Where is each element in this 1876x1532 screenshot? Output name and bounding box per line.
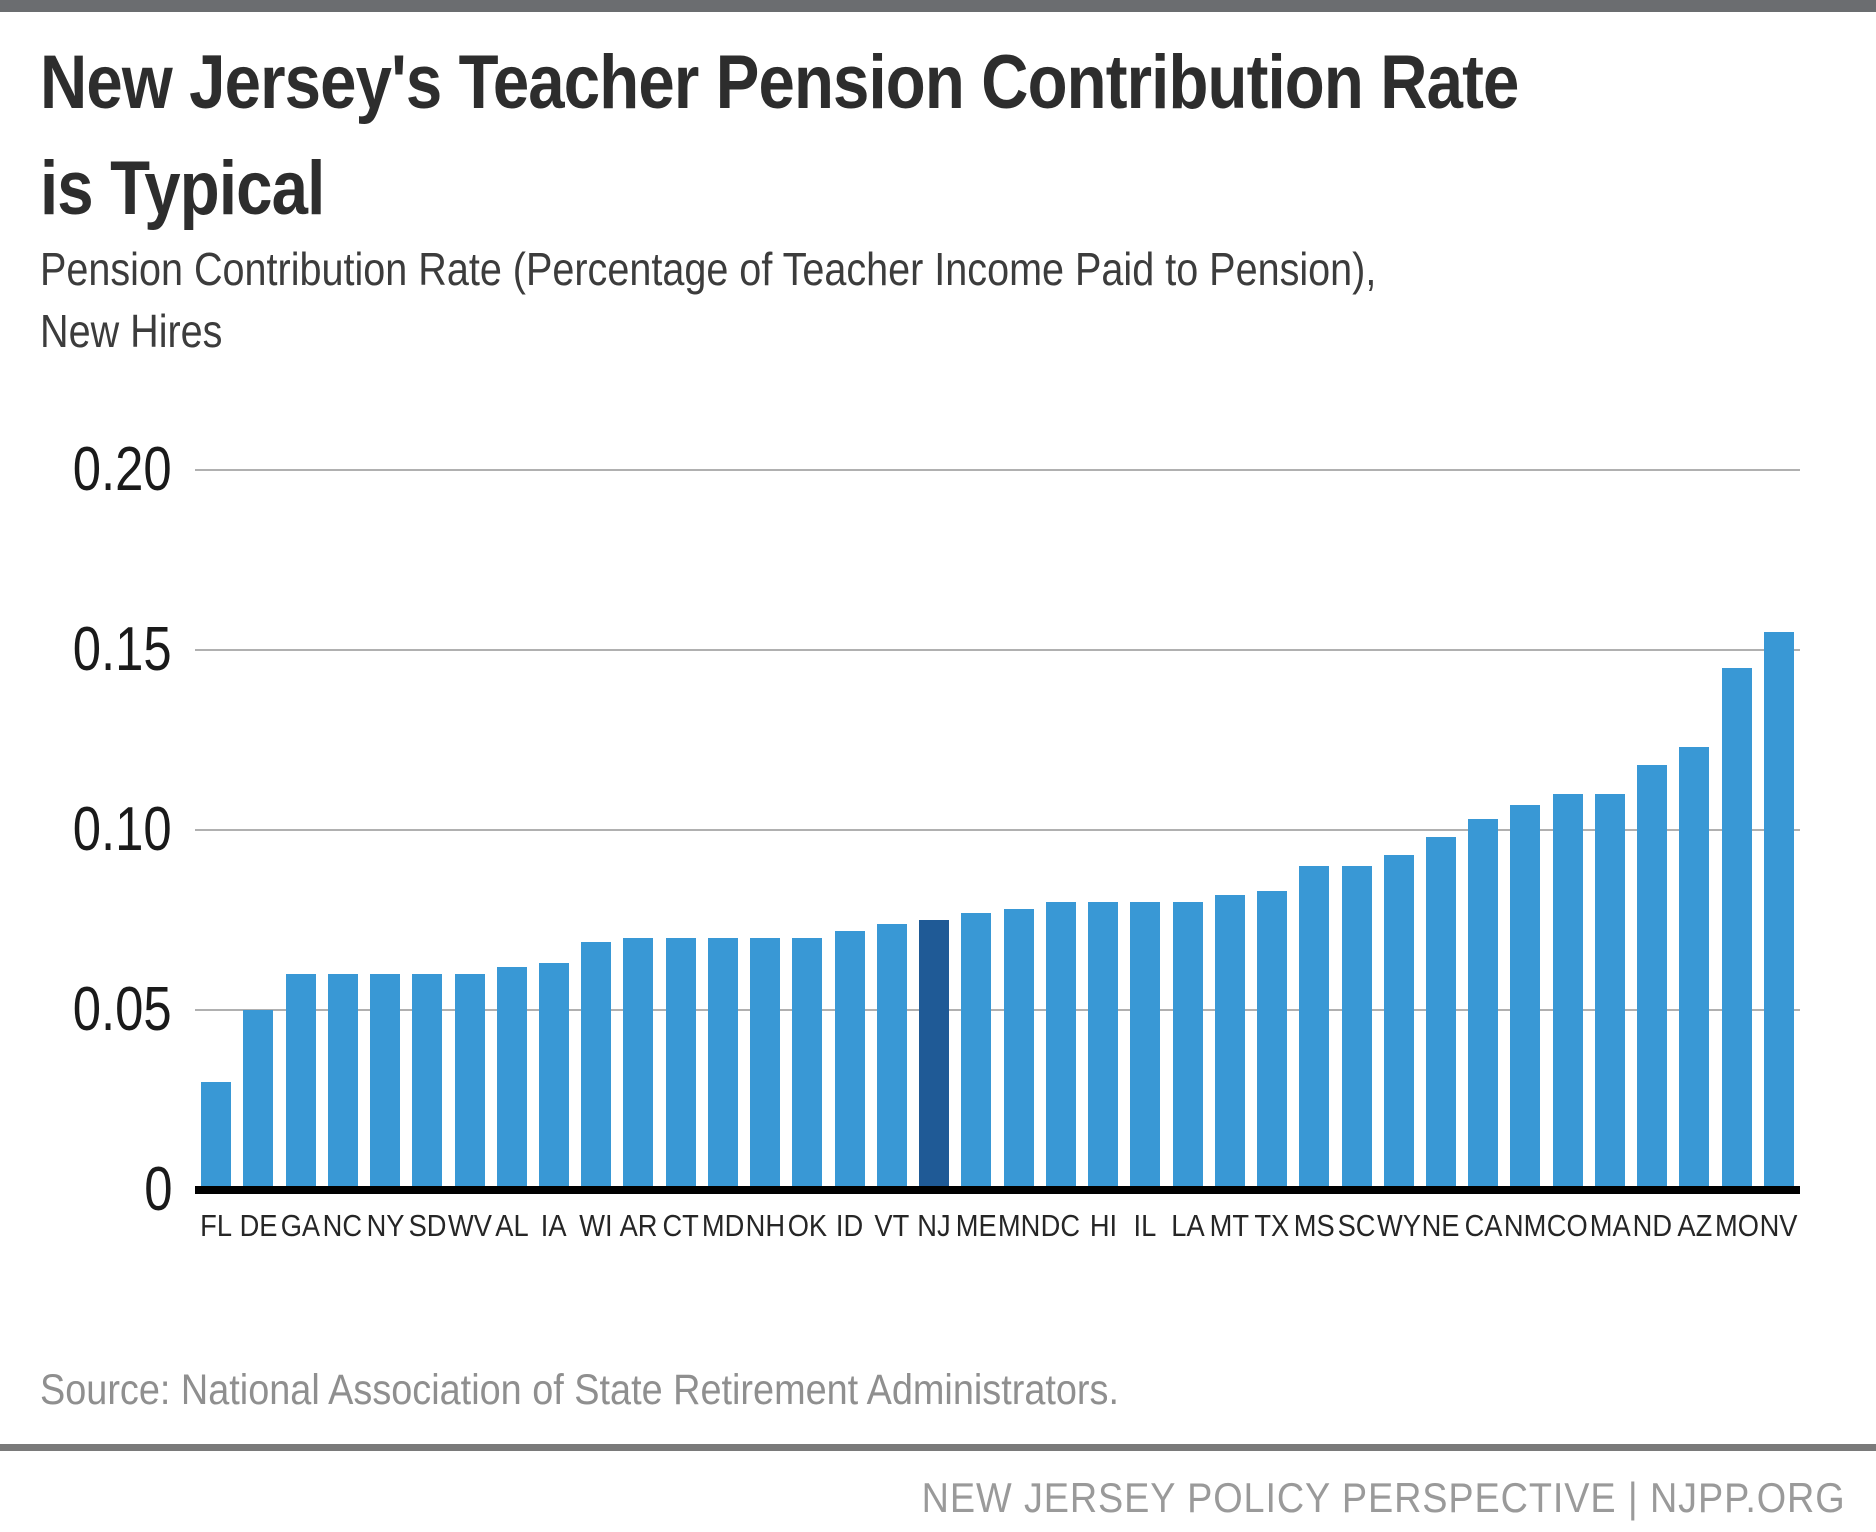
footer-credit-text: NEW JERSEY POLICY PERSPECTIVE | NJPP.ORG bbox=[922, 1474, 1846, 1521]
bar-VT bbox=[876, 923, 907, 1190]
x-axis-label-NY: NY bbox=[366, 1208, 405, 1243]
y-tick-label-0.05: 0.05 bbox=[73, 975, 172, 1044]
x-axis-label-LA: LA bbox=[1170, 1208, 1205, 1243]
chart-subtitle-line2: New Hires bbox=[40, 305, 223, 357]
bar-MN bbox=[1003, 909, 1034, 1190]
bar-NV bbox=[1763, 632, 1794, 1190]
bar-CT bbox=[665, 938, 696, 1190]
gridline-0.05 bbox=[195, 1009, 1800, 1011]
x-axis-label-MT: MT bbox=[1210, 1208, 1250, 1243]
x-axis-label-MN: MN bbox=[997, 1208, 1040, 1243]
x-axis-label-NH: NH bbox=[745, 1208, 785, 1243]
x-axis-label-MO: MO bbox=[1714, 1208, 1759, 1243]
bar-NJ bbox=[919, 920, 950, 1190]
bar-LA bbox=[1172, 902, 1203, 1190]
bar-DC bbox=[1045, 902, 1076, 1190]
x-axis-label-WI: WI bbox=[579, 1208, 613, 1243]
bar-DE bbox=[243, 1010, 274, 1190]
x-axis-label-DC: DC bbox=[1041, 1208, 1081, 1243]
chart-subtitle-line1: Pension Contribution Rate (Percentage of… bbox=[40, 243, 1377, 295]
y-tick-label-0: 0 bbox=[143, 1155, 172, 1224]
bar-ND bbox=[1637, 765, 1668, 1190]
x-axis-label-VT: VT bbox=[874, 1208, 910, 1243]
y-tick-label-0.15: 0.15 bbox=[73, 615, 172, 684]
bar-TX bbox=[1257, 891, 1288, 1190]
bar-NY bbox=[370, 974, 401, 1190]
bar-WY bbox=[1383, 855, 1414, 1190]
bar-NM bbox=[1510, 804, 1541, 1190]
x-axis-label-CA: CA bbox=[1464, 1208, 1503, 1243]
footer-credit: NEW JERSEY POLICY PERSPECTIVE | NJPP.ORG bbox=[46, 1474, 1846, 1522]
bar-GA bbox=[285, 974, 316, 1190]
bar-MT bbox=[1214, 894, 1245, 1190]
bar-AR bbox=[623, 938, 654, 1190]
bar-FL bbox=[201, 1082, 232, 1190]
footer-divider bbox=[0, 1444, 1876, 1451]
bar-ME bbox=[961, 912, 992, 1190]
bar-AL bbox=[496, 966, 527, 1190]
x-axis-label-WY: WY bbox=[1376, 1208, 1421, 1243]
page-title-line1: New Jersey's Teacher Pension Contributio… bbox=[40, 40, 1519, 125]
gridline-0.10 bbox=[195, 829, 1800, 831]
bar-CO bbox=[1552, 794, 1583, 1190]
bar-HI bbox=[1088, 902, 1119, 1190]
x-axis-label-WV: WV bbox=[447, 1208, 492, 1243]
bar-ID bbox=[834, 930, 865, 1190]
x-axis-label-MS: MS bbox=[1293, 1208, 1335, 1243]
x-axis-label-HI: HI bbox=[1089, 1208, 1117, 1243]
gridline-0.20 bbox=[195, 469, 1800, 471]
x-axis-label-NE: NE bbox=[1422, 1208, 1460, 1243]
bar-chart: 0 0.05 0.10 0.15 0.20 FL DE GA NC NY SD WV AL IA WI AR… bbox=[73, 435, 1800, 1243]
x-axis-label-IL: IL bbox=[1133, 1208, 1157, 1243]
x-axis-label-AR: AR bbox=[619, 1208, 658, 1243]
x-axis-label-ME: ME bbox=[955, 1208, 997, 1243]
source-note: Source: National Association of State Re… bbox=[40, 1366, 1119, 1414]
x-axis-label-MA: MA bbox=[1589, 1208, 1631, 1243]
bar-MA bbox=[1594, 794, 1625, 1190]
x-axis-label-NV: NV bbox=[1759, 1208, 1798, 1243]
bar-OK bbox=[792, 938, 823, 1190]
x-axis-label-IA: IA bbox=[541, 1208, 567, 1243]
bar-IA bbox=[539, 963, 569, 1190]
gridline-0.15 bbox=[195, 649, 1800, 651]
bar-MS bbox=[1299, 866, 1330, 1190]
x-axis-label-FL: FL bbox=[200, 1208, 233, 1243]
top-accent-bar bbox=[0, 0, 1876, 12]
bar-WV bbox=[454, 974, 485, 1190]
x-axis-label-ND: ND bbox=[1632, 1208, 1672, 1243]
bar-AZ bbox=[1679, 747, 1710, 1190]
bar-SC bbox=[1341, 866, 1372, 1190]
bar-NE bbox=[1425, 837, 1456, 1190]
bar-NH bbox=[750, 938, 781, 1190]
x-axis-label-CT: CT bbox=[662, 1208, 699, 1243]
bar-SD bbox=[412, 974, 443, 1190]
page-title: New Jersey's Teacher Pension Contributio… bbox=[40, 30, 1588, 242]
x-axis-label-SD: SD bbox=[408, 1208, 447, 1243]
y-tick-label-0.20: 0.20 bbox=[73, 435, 172, 504]
x-axis-label-SC: SC bbox=[1337, 1208, 1376, 1243]
plot-area bbox=[195, 469, 1800, 1190]
x-axis-label-NM: NM bbox=[1504, 1208, 1547, 1243]
x-axis-label-NC: NC bbox=[323, 1208, 363, 1243]
bar-CA bbox=[1468, 819, 1499, 1190]
page-title-line2: is Typical bbox=[40, 146, 325, 231]
bar-MD bbox=[707, 938, 738, 1190]
x-axis-label-AZ: AZ bbox=[1676, 1208, 1712, 1243]
x-axis-label-NJ: NJ bbox=[917, 1208, 951, 1243]
x-axis-label-CO: CO bbox=[1547, 1208, 1589, 1243]
bar-IL bbox=[1130, 902, 1161, 1190]
x-axis-label-OK: OK bbox=[787, 1208, 828, 1243]
bar-WI bbox=[581, 941, 612, 1190]
x-axis-label-MD: MD bbox=[701, 1208, 745, 1243]
x-axis-label-AL: AL bbox=[495, 1208, 529, 1243]
chart-subtitle: Pension Contribution Rate (Percentage of… bbox=[40, 238, 1588, 362]
x-axis-label-GA: GA bbox=[280, 1208, 321, 1243]
bar-MO bbox=[1721, 668, 1752, 1190]
x-axis-label-ID: ID bbox=[836, 1208, 864, 1243]
x-axis-label-TX: TX bbox=[1254, 1208, 1290, 1243]
x-axis-line bbox=[195, 1186, 1800, 1194]
x-axis-label-DE: DE bbox=[239, 1208, 278, 1243]
bar-NC bbox=[327, 974, 358, 1190]
y-tick-label-0.10: 0.10 bbox=[73, 795, 172, 864]
